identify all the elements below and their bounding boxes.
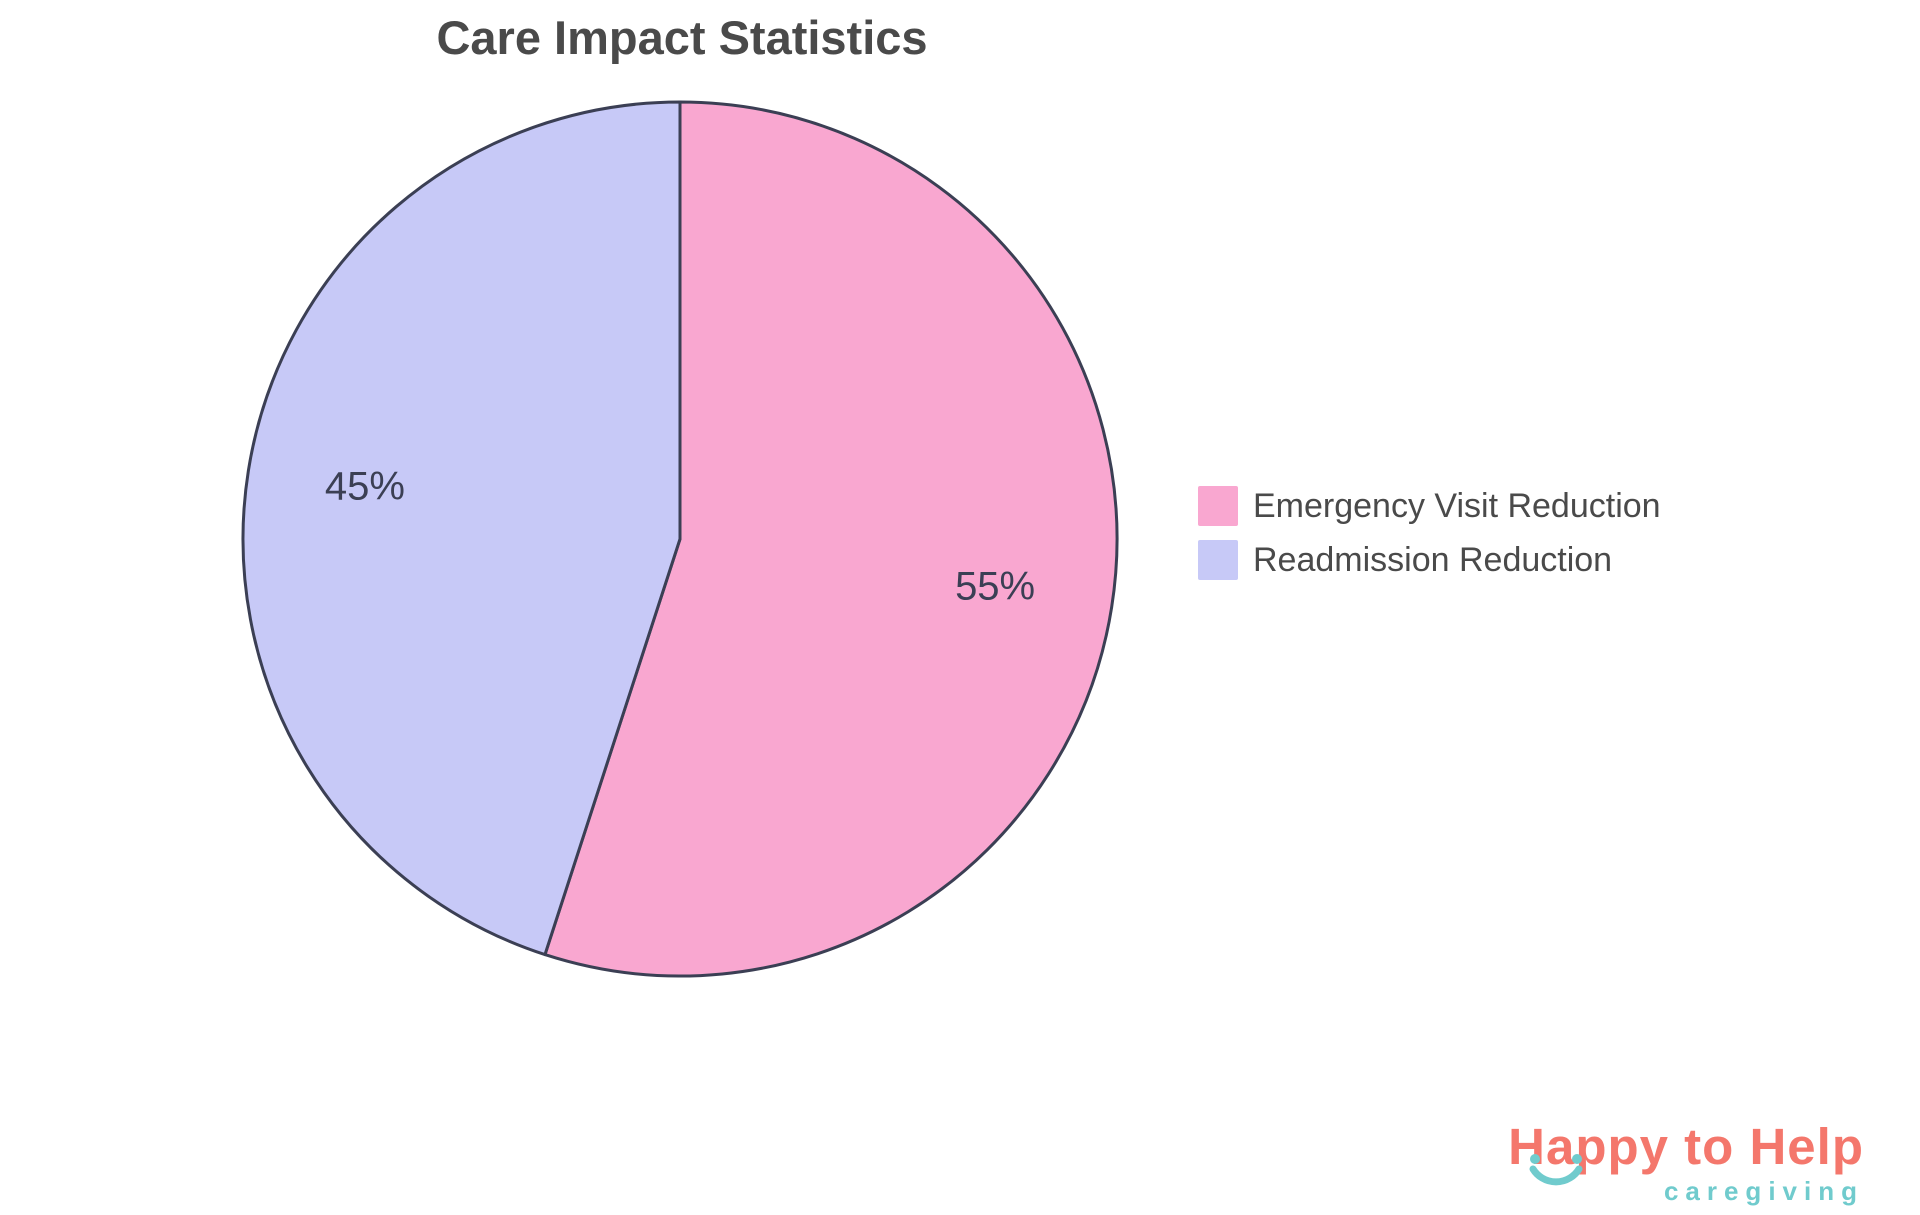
legend-label-readmission-reduction: Readmission Reduction — [1253, 541, 1613, 579]
pie-chart: 55% 45% — [241, 100, 1119, 978]
pie-slice-1 — [241, 100, 682, 957]
pie-slice-0 — [543, 100, 1119, 978]
chart-title: Care Impact Statistics — [436, 11, 928, 64]
brand-logo-subtitle: caregiving — [1663, 1176, 1864, 1206]
legend-swatch-readmission-reduction — [1198, 540, 1238, 580]
smiley-face-icon — [1529, 1154, 1583, 1186]
chart-legend: Emergency Visit Reduction Readmission Re… — [1198, 486, 1661, 594]
brand-logo-title: Happy to Help — [1508, 1118, 1864, 1175]
legend-label-emergency-visit-reduction: Emergency Visit Reduction — [1253, 487, 1661, 525]
pie-percent-label-0: 55% — [955, 564, 1035, 608]
legend-item-emergency-visit-reduction: Emergency Visit Reduction — [1198, 486, 1661, 526]
brand-logo: Happy to Help caregiving — [1508, 1120, 1864, 1207]
legend-item-readmission-reduction: Readmission Reduction — [1198, 540, 1661, 580]
pie-percent-label-1: 45% — [325, 465, 405, 509]
legend-swatch-emergency-visit-reduction — [1198, 486, 1238, 526]
